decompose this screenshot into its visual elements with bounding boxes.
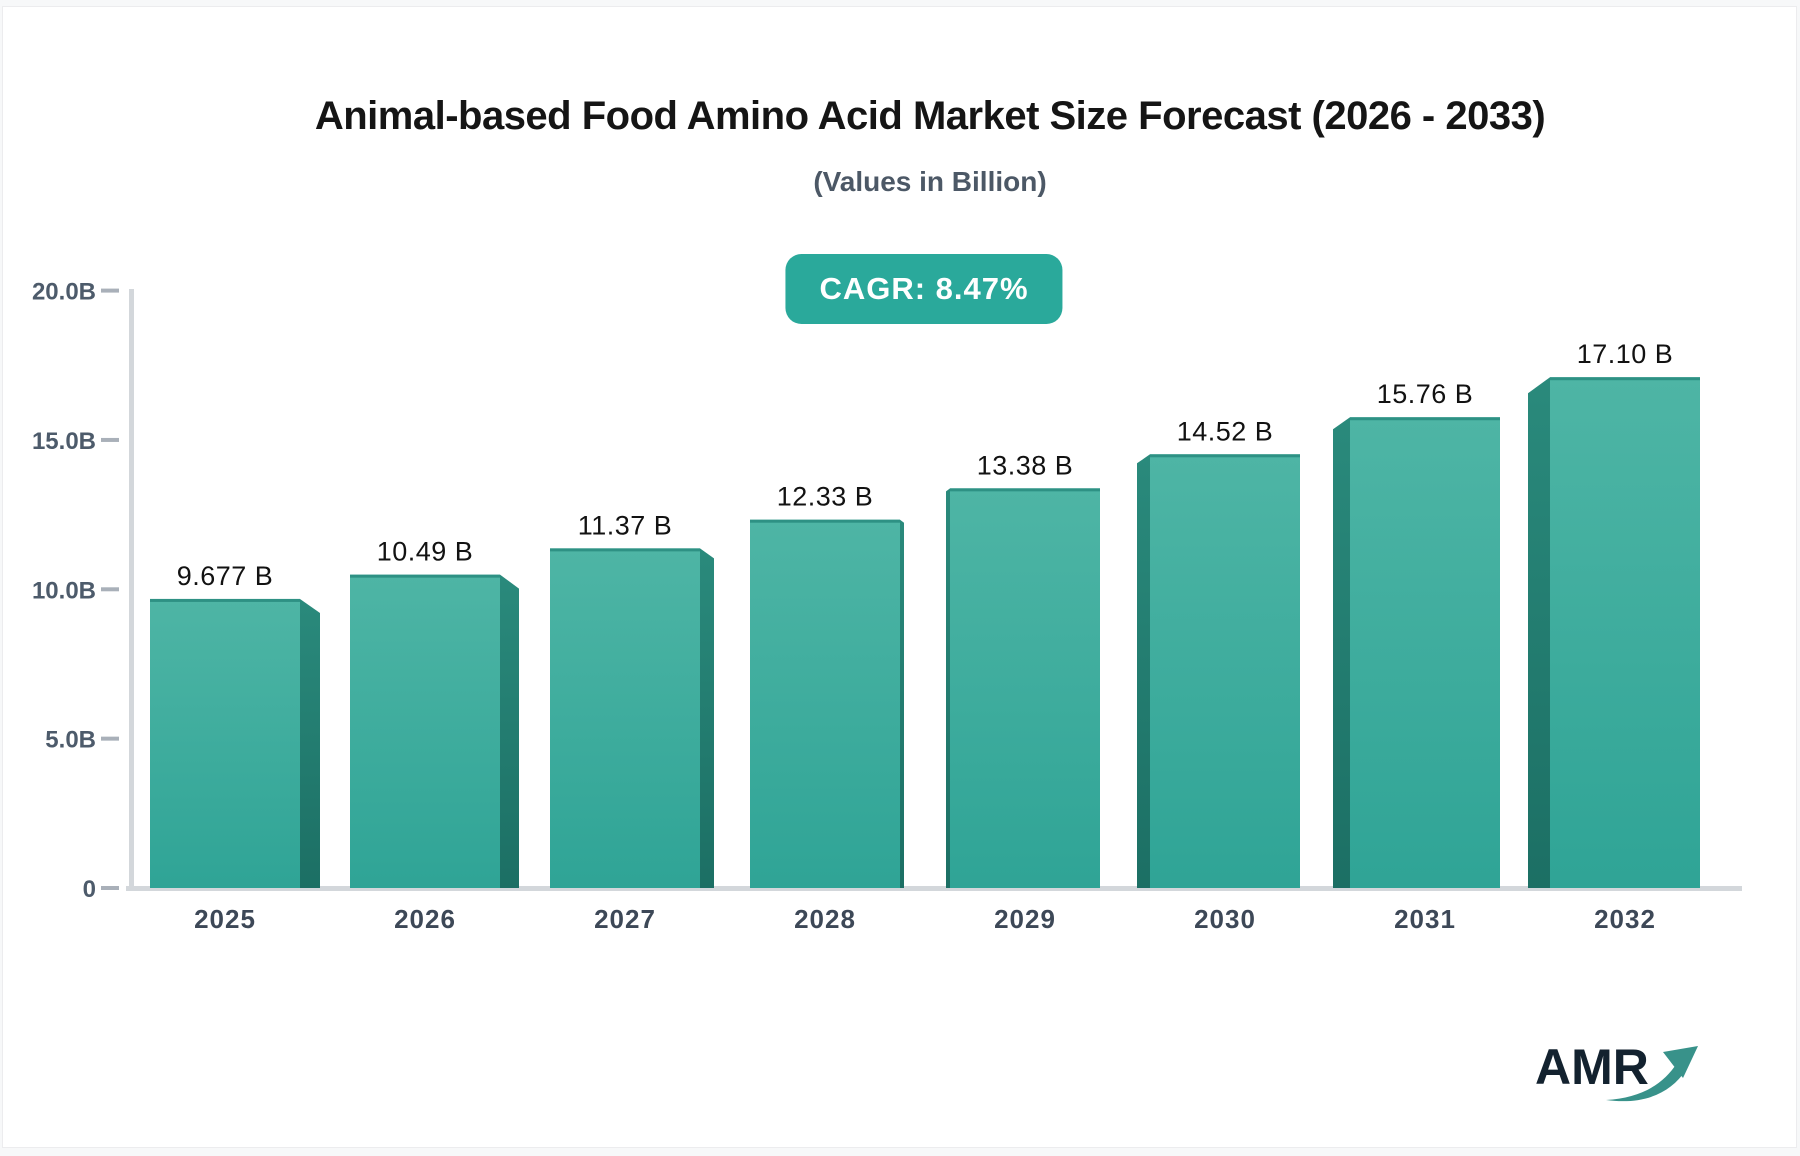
bar[interactable] bbox=[150, 598, 300, 888]
x-axis-label: 2029 bbox=[994, 904, 1056, 934]
bar[interactable] bbox=[750, 519, 900, 888]
x-axis-label: 2026 bbox=[394, 904, 456, 934]
bar-side-panel bbox=[1333, 417, 1350, 888]
y-axis-tick-mark bbox=[101, 736, 119, 741]
bar[interactable] bbox=[1550, 377, 1700, 888]
y-axis-tick-label: 5.0B bbox=[45, 727, 96, 754]
y-axis-tick-label: 15.0B bbox=[32, 428, 96, 455]
bar-side-panel bbox=[500, 574, 519, 888]
bar-value-label: 9.677 B bbox=[177, 561, 274, 591]
bar[interactable] bbox=[1150, 454, 1300, 888]
x-axis-line bbox=[126, 886, 1742, 891]
chart-subtitle: (Values in Billion) bbox=[813, 166, 1047, 197]
cagr-badge: CAGR: 8.47% bbox=[785, 254, 1063, 324]
y-axis-tick-mark bbox=[101, 288, 119, 293]
bar-top-edge bbox=[750, 519, 900, 523]
bar-value-label: 13.38 B bbox=[977, 450, 1074, 480]
y-axis-tick-label: 0 bbox=[83, 876, 96, 903]
bar-top-edge bbox=[150, 598, 300, 602]
bar[interactable] bbox=[550, 548, 700, 888]
bar-top-edge bbox=[1550, 377, 1700, 381]
bar-value-label: 10.49 B bbox=[377, 537, 474, 567]
bar-value-label: 11.37 B bbox=[578, 510, 673, 540]
bar-value-label: 12.33 B bbox=[777, 482, 874, 512]
bar-chart: 20.0B 15.0B 10.0B 5.0B 0 9.677 B 2025 10.49 B 20… bbox=[32, 279, 1742, 934]
bar-side-panel bbox=[700, 548, 714, 888]
bar-top-edge bbox=[1350, 417, 1500, 421]
bar-top-edge bbox=[350, 574, 500, 578]
amr-logo-text: AMR bbox=[1535, 1039, 1649, 1095]
bar-side-panel bbox=[1137, 454, 1150, 888]
x-axis-label: 2025 bbox=[194, 904, 256, 934]
bar-side-panel bbox=[1528, 377, 1550, 888]
x-axis-label: 2031 bbox=[1394, 904, 1456, 934]
bar-value-label: 17.10 B bbox=[1577, 339, 1674, 369]
bar-top-edge bbox=[1150, 454, 1300, 458]
amr-logo: AMR bbox=[1510, 1020, 1720, 1120]
x-axis-label: 2028 bbox=[794, 904, 856, 934]
x-axis-label: 2027 bbox=[594, 904, 656, 934]
bar-value-label: 15.76 B bbox=[1377, 379, 1474, 409]
chart-title: Animal-based Food Amino Acid Market Size… bbox=[314, 94, 1546, 138]
y-axis-tick-label: 20.0B bbox=[32, 279, 96, 306]
y-axis-tick-mark bbox=[101, 886, 119, 890]
bar-top-edge bbox=[550, 548, 700, 552]
bar-top-edge bbox=[950, 488, 1100, 492]
y-axis-tick-mark bbox=[101, 587, 119, 592]
x-axis-label: 2032 bbox=[1594, 904, 1656, 934]
bar-side-panel bbox=[946, 488, 950, 888]
y-axis-tick-label: 10.0B bbox=[32, 577, 96, 604]
bar[interactable] bbox=[950, 488, 1100, 888]
bar-value-label: 14.52 B bbox=[1177, 416, 1274, 446]
bar-side-panel bbox=[300, 598, 320, 888]
bar[interactable] bbox=[1350, 417, 1500, 888]
bar[interactable] bbox=[350, 574, 500, 888]
bar-side-panel bbox=[900, 519, 904, 888]
y-axis-line bbox=[129, 289, 134, 891]
y-axis-tick-mark bbox=[101, 437, 119, 442]
amr-logo-arrow-icon bbox=[1606, 1046, 1698, 1102]
x-axis-label: 2030 bbox=[1194, 904, 1256, 934]
